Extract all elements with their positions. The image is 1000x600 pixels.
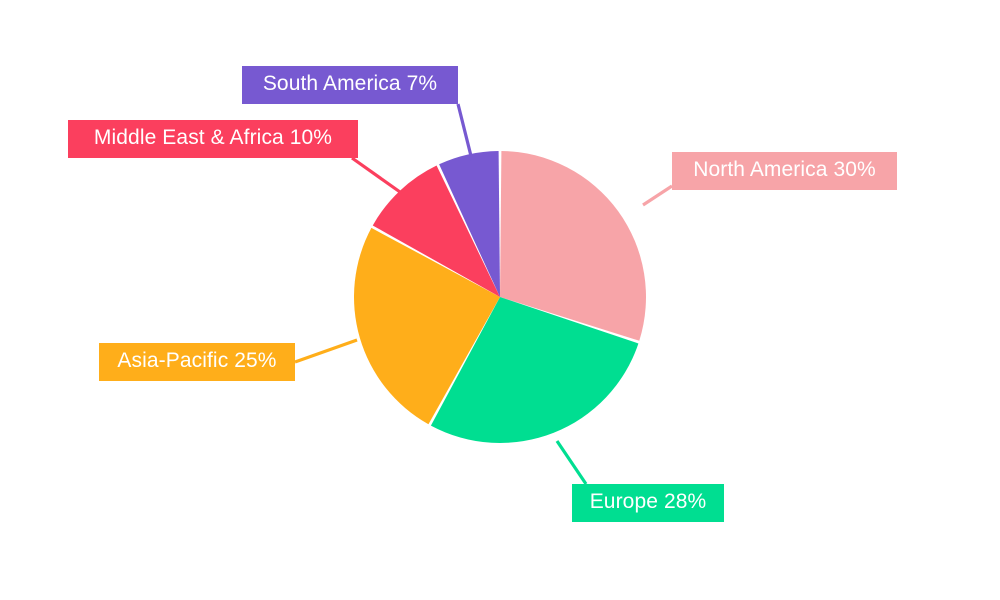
pie-leader-line (351, 156, 401, 194)
pie-slice[interactable] (430, 297, 639, 443)
pie-slice[interactable] (500, 151, 646, 341)
pie-slice-label[interactable]: Asia-Pacific 25% (99, 343, 295, 381)
pie-slice[interactable] (372, 165, 500, 298)
pie-slice-label[interactable]: Europe 28% (572, 484, 724, 522)
pie-slice[interactable] (439, 151, 500, 297)
pie-slice-label[interactable]: Middle East & Africa 10% (68, 120, 358, 158)
pie-slice-label[interactable]: South America 7% (242, 66, 458, 104)
pie-leader-line (294, 338, 358, 364)
pie-leader-line (642, 184, 673, 207)
pie-slice-label[interactable]: North America 30% (672, 152, 897, 190)
pie-slice[interactable] (354, 227, 500, 425)
pie-leader-line (555, 440, 588, 485)
pie-leader-line (456, 103, 474, 161)
